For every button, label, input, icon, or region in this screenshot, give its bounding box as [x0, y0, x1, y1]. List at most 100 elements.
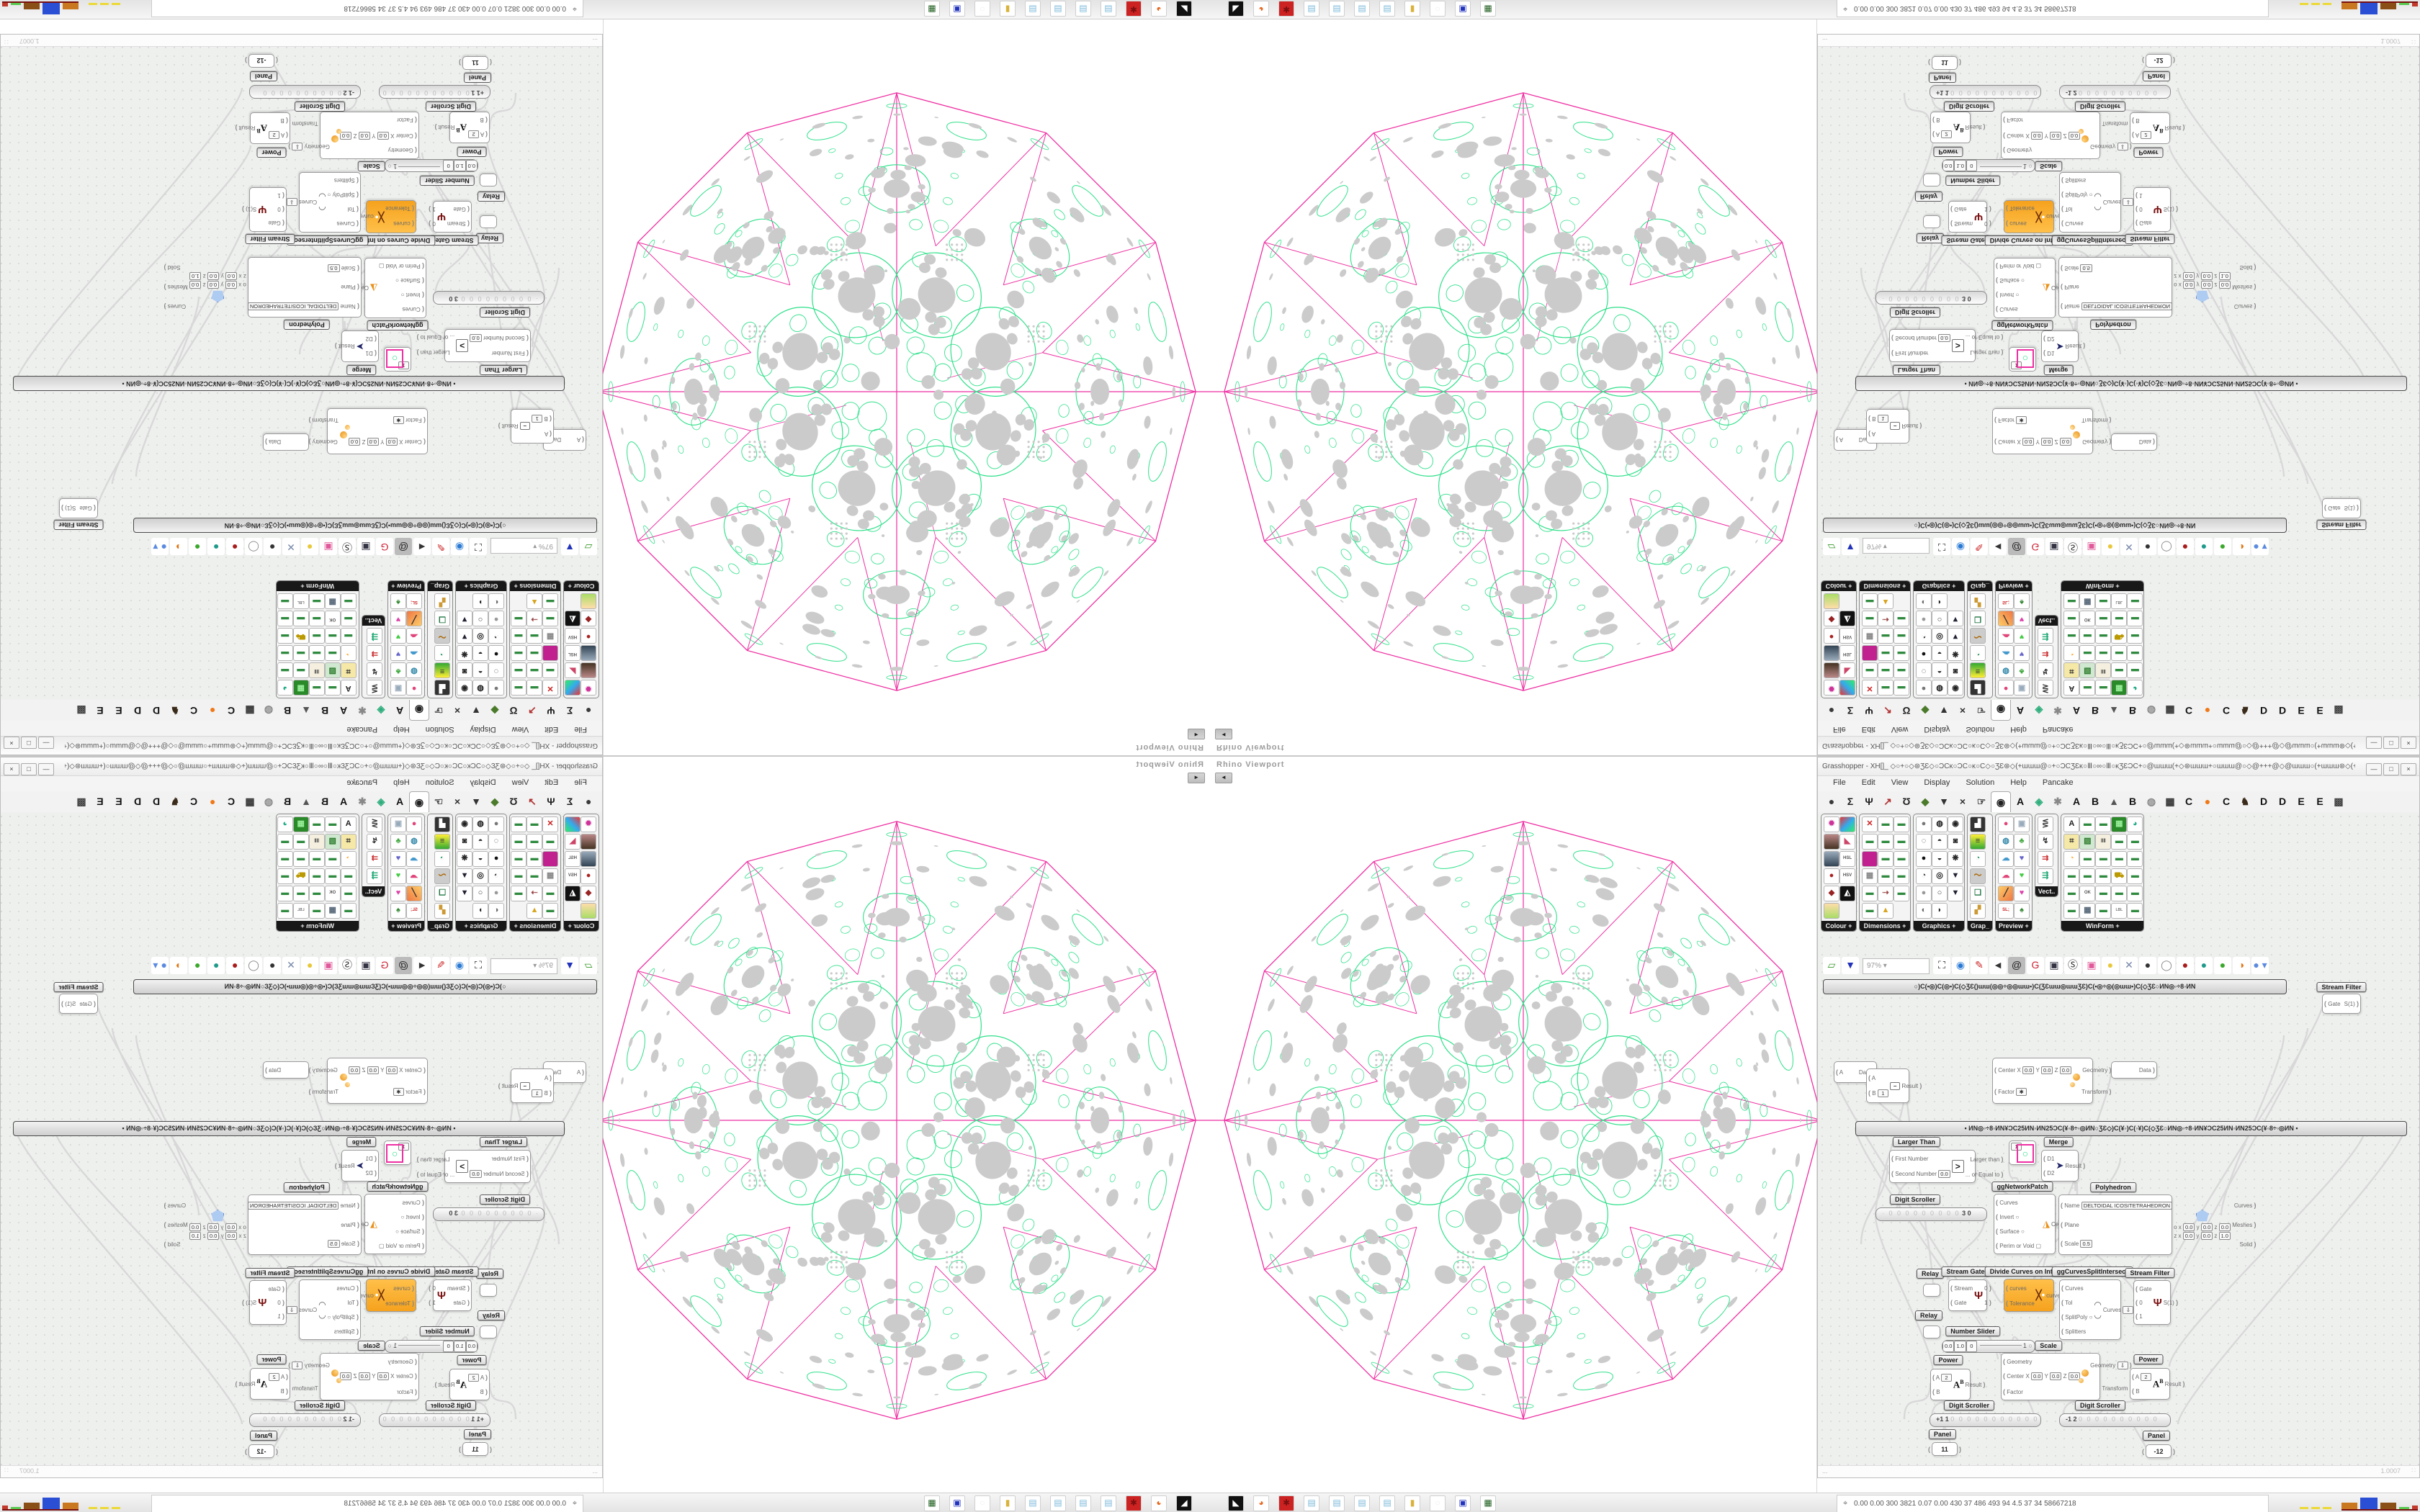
- port[interactable]: ( Tolerance: [2006, 205, 2035, 213]
- square-disc-icon[interactable]: ◙: [1948, 834, 1963, 850]
- bar-chart-selected-icon[interactable]: ▟: [434, 816, 450, 832]
- ball-cluster-icon[interactable]: ☁: [405, 851, 422, 867]
- digit-scroller-label[interactable]: Digit Scroller: [1943, 1400, 1995, 1410]
- category-tab-19[interactable]: C: [2184, 796, 2193, 807]
- save-image-icon[interactable]: ▼: [457, 628, 472, 644]
- port[interactable]: ( B: [2132, 117, 2140, 125]
- red-arrows-icon[interactable]: ⇉: [2037, 851, 2053, 867]
- category-tab-11[interactable]: ◈: [377, 796, 385, 807]
- red-egg-icon[interactable]: ●: [1998, 680, 2015, 696]
- text-lines-icon[interactable]: ▬: [2095, 851, 2112, 867]
- flashlight-icon[interactable]: ◄: [413, 538, 431, 555]
- category-tab-16[interactable]: B: [2128, 796, 2137, 807]
- digit-scroller[interactable]: -1 2 0 0 0 0 0 0 0 0 0 0: [2059, 1413, 2171, 1427]
- port[interactable]: Result ): [2065, 1162, 2086, 1169]
- dashed-arrow-icon[interactable]: ⇢: [526, 611, 542, 626]
- ggcurvessplit-label[interactable]: ggCurvesSplitIntersect: [287, 235, 369, 246]
- maximize-button[interactable]: □: [2383, 763, 2399, 775]
- green-panel-icon[interactable]: ▬: [2063, 611, 2080, 626]
- digit-scroller-label[interactable]: Digit Scroller: [2074, 102, 2126, 112]
- keypad-icon[interactable]: ▦: [324, 593, 341, 609]
- camera-icon[interactable]: ▣: [390, 680, 406, 696]
- notepad-icon[interactable]: ▤: [1025, 1, 1041, 17]
- checker-heart-icon[interactable]: ♥: [2014, 645, 2030, 661]
- power-node[interactable]: ( A 2 ( B AB Result ): [2130, 112, 2185, 144]
- port[interactable]: Transform ): [308, 417, 339, 424]
- barcode-icon[interactable]: ‖‖: [308, 662, 325, 678]
- digit-scroller-label[interactable]: Digit Scroller: [425, 102, 477, 112]
- category-tab-26[interactable]: E: [2316, 796, 2323, 807]
- panel-node[interactable]: (11): [459, 1442, 492, 1456]
- port[interactable]: ( Name DELTOIDAL ICOSITETRAHEDRON: [247, 302, 359, 310]
- area-chart-icon[interactable]: ▞: [1970, 593, 1986, 609]
- scale-node[interactable]: ( Geometry ( Center X 0.0 Y 0.0 Z 0.0 ( Fa…: [2001, 1353, 2132, 1400]
- area-lines-icon[interactable]: ▬: [277, 903, 293, 919]
- viewport-collapse-button[interactable]: ◄: [1188, 729, 1205, 739]
- curve-preview-node[interactable]: 1 ○: [384, 1140, 411, 1165]
- link-disc-icon[interactable]: ◎: [472, 868, 488, 884]
- port[interactable]: ( Gate: [1950, 206, 1967, 213]
- port[interactable]: ( B: [280, 1387, 288, 1395]
- ggcurvessplit-label[interactable]: ggCurvesSplitIntersect: [2051, 235, 2133, 246]
- category-tab-6[interactable]: ▼: [471, 705, 481, 716]
- port[interactable]: Geometry ⇩ ): [288, 142, 330, 150]
- category-tab-7[interactable]: ×: [454, 705, 461, 716]
- keypad-icon[interactable]: ▦: [2079, 903, 2096, 919]
- port[interactable]: Result ): [2164, 1380, 2185, 1387]
- folder-icon[interactable]: ▮: [1404, 1, 1420, 17]
- multi-slider-icon[interactable]: ▬: [2079, 628, 2096, 644]
- barcode-icon[interactable]: ‖‖: [2095, 662, 2112, 678]
- port[interactable]: ( Tol: [2061, 206, 2073, 213]
- power-label[interactable]: Power: [457, 1355, 487, 1365]
- cross-wires-icon[interactable]: ✕: [2120, 538, 2138, 555]
- list-disc-icon[interactable]: ◒: [472, 645, 488, 661]
- gha-logo-icon[interactable]: G: [2027, 538, 2044, 555]
- port[interactable]: Geometry ⇩ ): [2090, 1362, 2132, 1370]
- gradient-square-icon[interactable]: [565, 680, 581, 696]
- category-tab-22[interactable]: ♞: [170, 705, 180, 716]
- arrow-pair-icon[interactable]: ▬: [277, 851, 293, 867]
- number-slider-label[interactable]: Number Slider: [1945, 176, 2000, 186]
- port[interactable]: ( Second Number 0.0: [1891, 334, 1950, 343]
- port[interactable]: ( Surface ○: [1996, 277, 2025, 284]
- digit-scroller-label[interactable]: Digit Scroller: [2074, 1400, 2126, 1410]
- power-node[interactable]: ( A 2 ( B AB Result ): [1930, 112, 1986, 143]
- category-tab-10[interactable]: A: [2016, 705, 2025, 716]
- package-icon[interactable]: ▦: [924, 1, 940, 17]
- category-tab-5[interactable]: ◆: [490, 705, 499, 716]
- box-arrow-icon[interactable]: ▬: [511, 611, 526, 626]
- multi-slider-icon[interactable]: ▬: [2079, 868, 2096, 884]
- notepad-icon[interactable]: ▤: [1379, 1, 1395, 17]
- solid-disc-icon[interactable]: ●: [264, 538, 281, 555]
- port[interactable]: Meshes ): [2232, 1220, 2257, 1228]
- port[interactable]: ( B: [1932, 116, 1940, 124]
- category-tab-3[interactable]: ↗: [1883, 796, 1892, 807]
- number-slider-label[interactable]: Number Slider: [1945, 1326, 2000, 1336]
- curve-preview-node[interactable]: 1 ○: [2009, 1140, 2036, 1165]
- port[interactable]: ( First Number: [491, 349, 529, 357]
- green-heart-icon[interactable]: ♥: [2014, 628, 2030, 644]
- line-dim-icon[interactable]: ▬: [1878, 834, 1894, 850]
- category-tab-5[interactable]: ◆: [1921, 796, 1930, 807]
- cross-wires-icon[interactable]: ✕: [282, 957, 300, 974]
- port[interactable]: Result ): [235, 1380, 256, 1387]
- digit-scroller-label[interactable]: Digit Scroller: [425, 1400, 477, 1410]
- green-grid-icon[interactable]: ▦: [292, 816, 309, 832]
- dotted-circle-icon[interactable]: ◌: [1916, 834, 1932, 850]
- sphere-gray-icon[interactable]: ●: [488, 886, 504, 901]
- menu-item-display[interactable]: Display: [470, 778, 496, 787]
- forest-icon[interactable]: ♣: [2014, 662, 2030, 678]
- port[interactable]: ( Plane: [2061, 1221, 2079, 1228]
- port[interactable]: Curves ⇩ ): [2103, 198, 2138, 207]
- category-tab-7[interactable]: ×: [1959, 705, 1966, 716]
- settings-icon[interactable]: ✱: [1126, 1495, 1142, 1511]
- ggcurvessplit-node[interactable]: ( Curves ( Tol ( SplitPoly ○ ( Splitters ◠ ◡ C…: [282, 172, 361, 233]
- point-dim-icon[interactable]: ▬: [542, 593, 558, 609]
- range-slider-icon[interactable]: ▬: [2111, 662, 2128, 678]
- category-tab-8[interactable]: ☞: [1976, 796, 1986, 807]
- digit-scroller-label[interactable]: Digit Scroller: [1889, 307, 1941, 318]
- folder-icon[interactable]: ▮: [1404, 1495, 1420, 1511]
- gradient-square-icon[interactable]: [1839, 816, 1855, 832]
- port[interactable]: ( D2: [2043, 1169, 2055, 1176]
- footer-dots[interactable]: ...: [592, 1467, 598, 1475]
